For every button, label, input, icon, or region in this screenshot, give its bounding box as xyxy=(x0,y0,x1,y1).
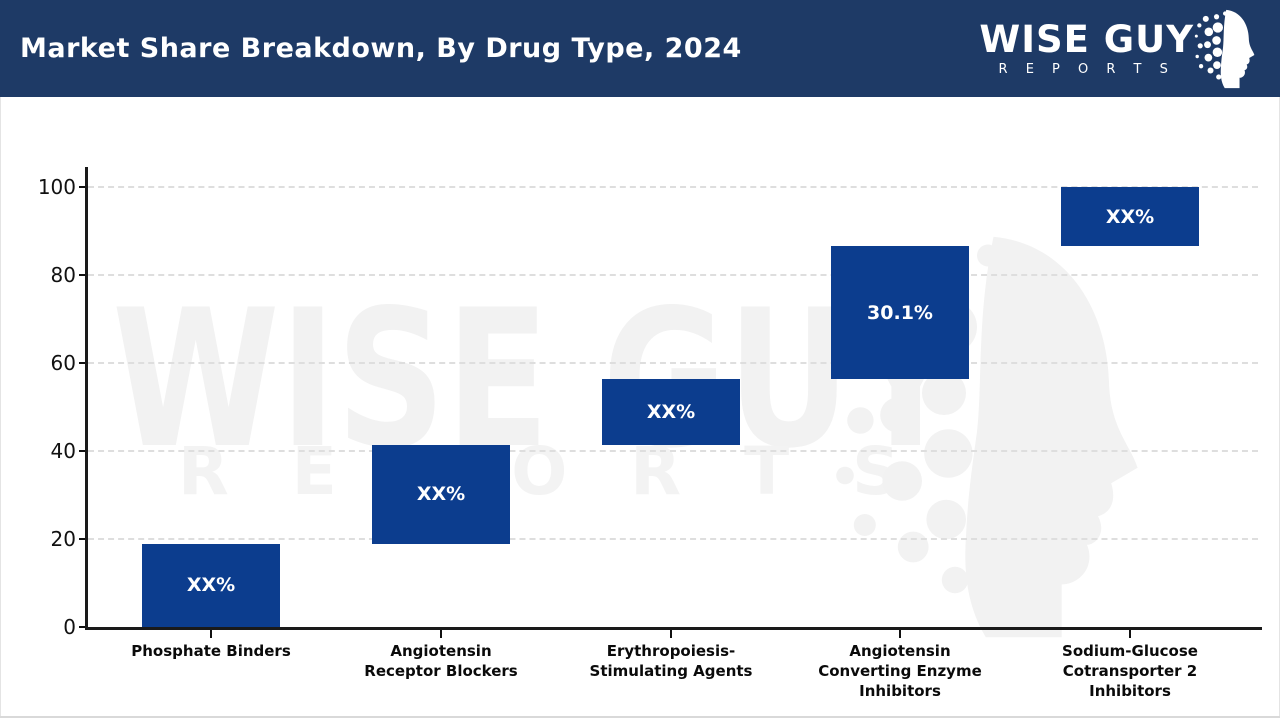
x-tick-mark xyxy=(440,630,442,638)
x-tick-mark xyxy=(670,630,672,638)
y-tick-label: 20 xyxy=(50,527,76,551)
watermark-wordmark: WISE GUY xyxy=(112,269,961,490)
x-category-label: Angiotensin Receptor Blockers xyxy=(364,642,518,680)
y-tick-label: 100 xyxy=(37,175,76,199)
logo-wordmark: WISE GUY xyxy=(979,17,1194,61)
y-tick-mark xyxy=(79,450,88,452)
gridline-20 xyxy=(88,538,1258,540)
y-tick-mark xyxy=(79,186,88,188)
bar-value-label: XX% xyxy=(416,483,466,506)
gridline-40 xyxy=(88,450,1258,452)
wiseguy-logo: WISE GUY R E P O R T S xyxy=(979,6,1266,92)
gridline-60 xyxy=(88,362,1258,364)
bar-value-label: XX% xyxy=(186,574,236,597)
x-tick-mark xyxy=(899,630,901,638)
y-tick-mark xyxy=(79,626,88,628)
x-axis-line xyxy=(85,627,1262,630)
y-tick-mark xyxy=(79,362,88,364)
y-tick-label: 40 xyxy=(50,439,76,463)
bar-4: 30.1% xyxy=(831,246,969,379)
gridline-100 xyxy=(88,186,1258,188)
bar-3: XX% xyxy=(602,378,740,445)
page-title: Market Share Breakdown, By Drug Type, 20… xyxy=(20,33,742,64)
watermark-subtitle: R E P O R T S xyxy=(178,433,920,510)
y-axis-line xyxy=(85,167,88,630)
watermark-face-icon xyxy=(832,236,1138,638)
chart-area: WISE GUY R E P O R T S 0 20 40 60 80 100 XX% X… xyxy=(0,97,1280,720)
header-bar: Market Share Breakdown, By Drug Type, 20… xyxy=(0,0,1280,97)
y-tick-label: 60 xyxy=(50,351,76,375)
gridline-80 xyxy=(88,274,1258,276)
footer-divider xyxy=(0,716,1280,718)
logo-face-icon xyxy=(1194,9,1255,88)
y-tick-label: 0 xyxy=(63,615,76,639)
y-tick-mark xyxy=(79,538,88,540)
bar-5: XX% xyxy=(1061,187,1199,247)
logo-subtitle: R E P O R T S xyxy=(998,61,1175,77)
x-category-label: Erythropoiesis- Stimulating Agents xyxy=(589,642,753,680)
x-category-label: Angiotensin Converting Enzyme Inhibitors xyxy=(818,642,982,700)
x-tick-mark xyxy=(210,630,212,638)
bar-value-label: XX% xyxy=(1105,205,1155,228)
x-tick-mark xyxy=(1129,630,1131,638)
y-tick-label: 80 xyxy=(50,263,76,287)
y-tick-mark xyxy=(79,274,88,276)
bar-value-label: 30.1% xyxy=(867,301,933,324)
bar-2: XX% xyxy=(372,444,510,544)
bar-1: XX% xyxy=(142,543,280,627)
x-category-label: Phosphate Binders xyxy=(131,642,291,660)
bar-value-label: XX% xyxy=(646,400,696,423)
x-category-label: Sodium-Glucose Cotransporter 2 Inhibitor… xyxy=(1062,642,1198,700)
